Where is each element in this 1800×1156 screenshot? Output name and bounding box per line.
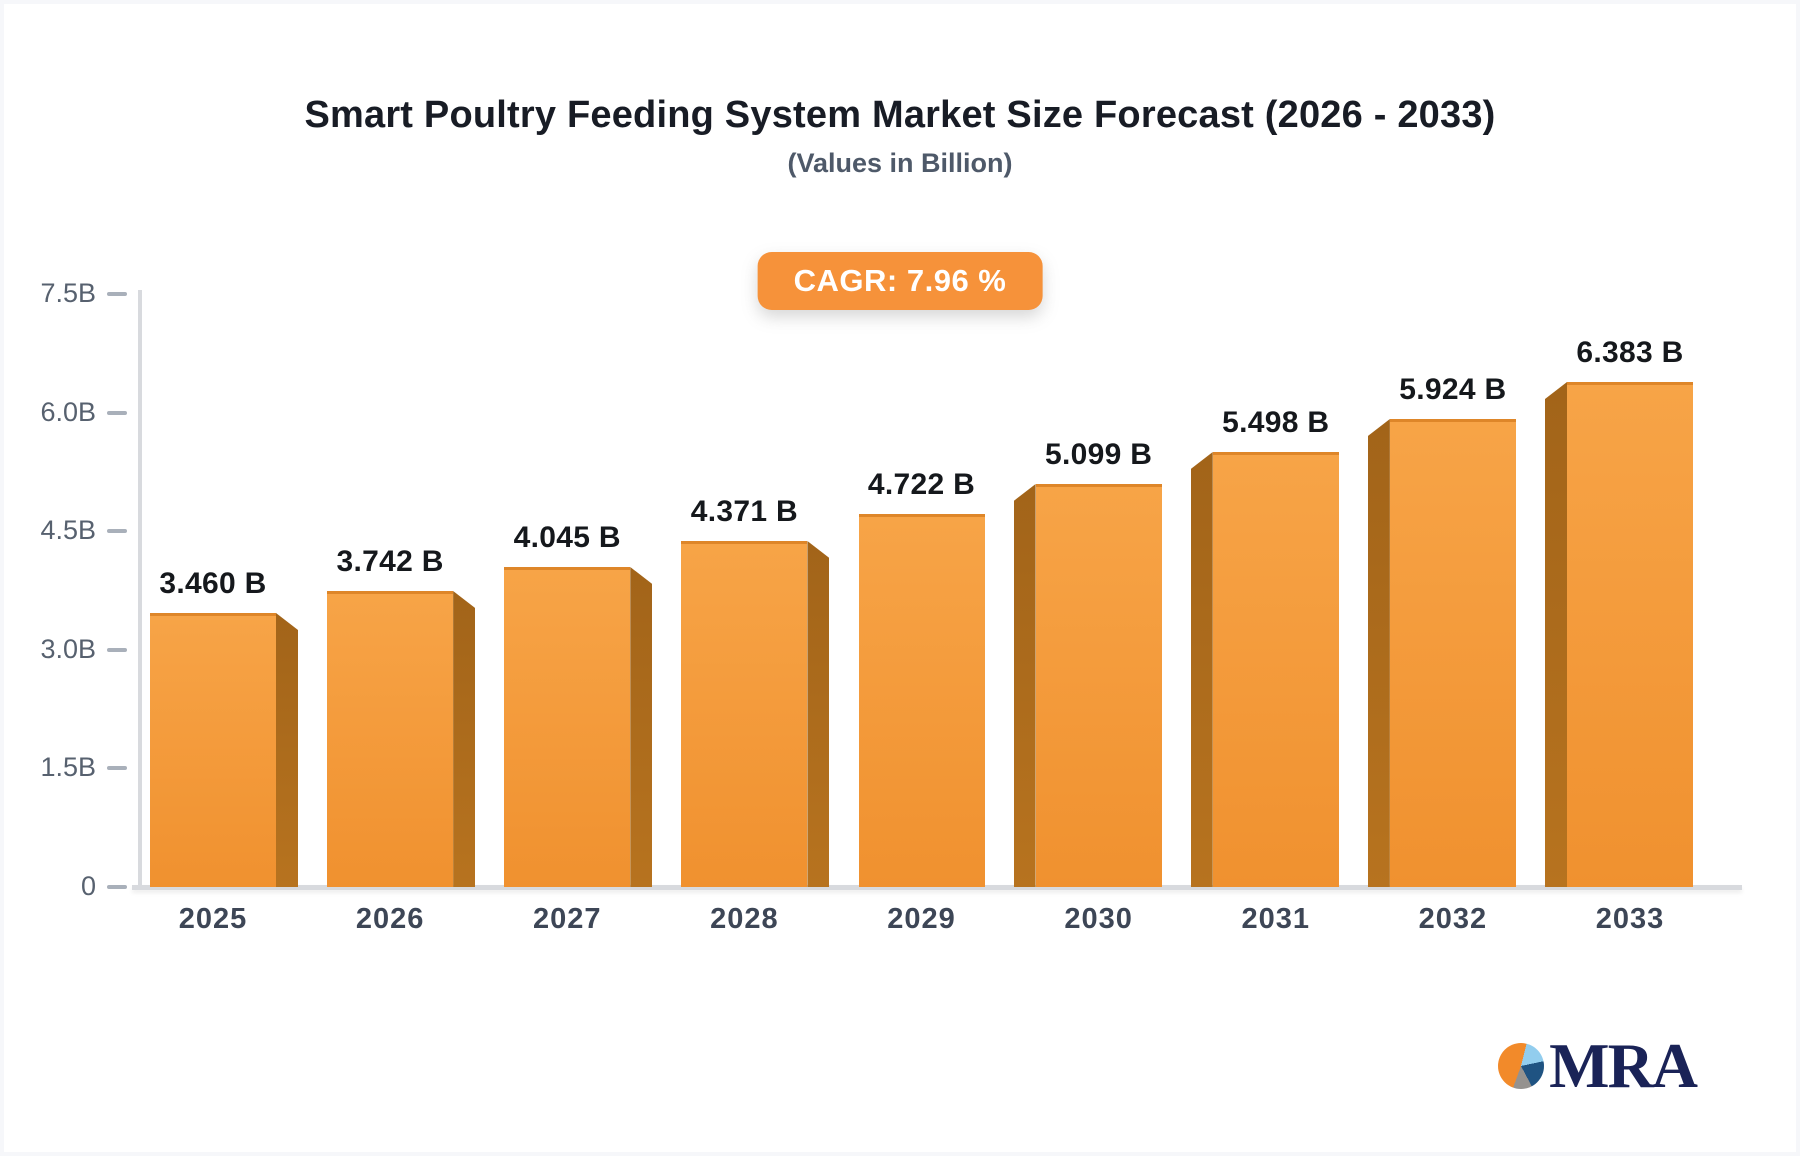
x-axis-label: 2029 — [887, 903, 956, 935]
x-axis-label: 2030 — [1064, 903, 1133, 935]
bar-3d-side — [1545, 382, 1567, 887]
x-axis-label: 2027 — [532, 903, 602, 935]
bar — [327, 591, 454, 887]
y-axis-tick-label: 3.0B — [40, 633, 96, 664]
bar-value-label: 3.742 B — [336, 545, 444, 578]
x-axis-label: 2028 — [710, 903, 779, 935]
bar-value-label: 5.099 B — [1045, 438, 1153, 471]
y-axis-tick-mark — [107, 647, 127, 652]
bar — [681, 541, 808, 887]
bar-3d-side — [453, 591, 476, 887]
chart-title: Smart Poultry Feeding System Market Size… — [304, 94, 1496, 136]
brand-name: MRA — [1549, 1030, 1698, 1101]
bar — [150, 613, 276, 887]
x-axis-label: 2032 — [1418, 903, 1488, 935]
bar-3d-side — [1190, 452, 1213, 887]
y-axis-tick-label: 7.5B — [40, 278, 96, 308]
y-axis-tick-label: 6.0B — [40, 396, 96, 427]
y-axis-tick-mark — [107, 529, 127, 534]
y-axis-tick-label: 4.5B — [40, 515, 96, 546]
chart-subtitle: (Values in Billion) — [787, 148, 1013, 178]
bar-value-label: 4.045 B — [513, 521, 621, 554]
bar-value-label: 3.460 B — [159, 567, 267, 600]
bar-value-label: 5.924 B — [1399, 373, 1507, 406]
x-axis-label: 2033 — [1595, 903, 1665, 935]
bar-value-label: 4.722 B — [867, 468, 976, 501]
bar-value-label: 5.498 B — [1222, 406, 1330, 439]
y-axis-tick-mark — [107, 766, 127, 771]
x-axis-line — [132, 885, 1742, 890]
y-axis-line — [138, 290, 142, 890]
y-axis-tick-label: 0 — [80, 871, 96, 901]
y-axis-tick-label: 1.5B — [40, 752, 96, 783]
bar — [504, 567, 631, 887]
bar-3d-side — [1367, 419, 1390, 887]
pie-chart-icon — [1498, 1043, 1545, 1089]
bar — [1035, 484, 1162, 887]
bar-3d-side — [276, 613, 298, 887]
x-axis-label: 2025 — [178, 903, 248, 935]
y-axis-tick-mark — [107, 885, 127, 889]
brand-logo: MRA — [1498, 1030, 1698, 1101]
bar-3d-side — [630, 567, 653, 887]
bar — [1212, 452, 1339, 887]
bar-value-label: 6.383 B — [1576, 336, 1684, 369]
bar — [1567, 382, 1693, 887]
bar-3d-side — [807, 541, 830, 887]
y-axis-tick-mark — [107, 410, 127, 415]
bar-3d-side — [1013, 484, 1036, 887]
cagr-badge: CAGR: 7.96 % — [757, 252, 1043, 310]
bar — [858, 514, 985, 887]
y-axis-tick-mark — [107, 292, 127, 296]
bar — [1389, 419, 1516, 887]
bar-value-label: 4.371 B — [690, 495, 798, 528]
x-axis-label: 2031 — [1241, 903, 1310, 935]
x-axis-label: 2026 — [355, 903, 425, 935]
